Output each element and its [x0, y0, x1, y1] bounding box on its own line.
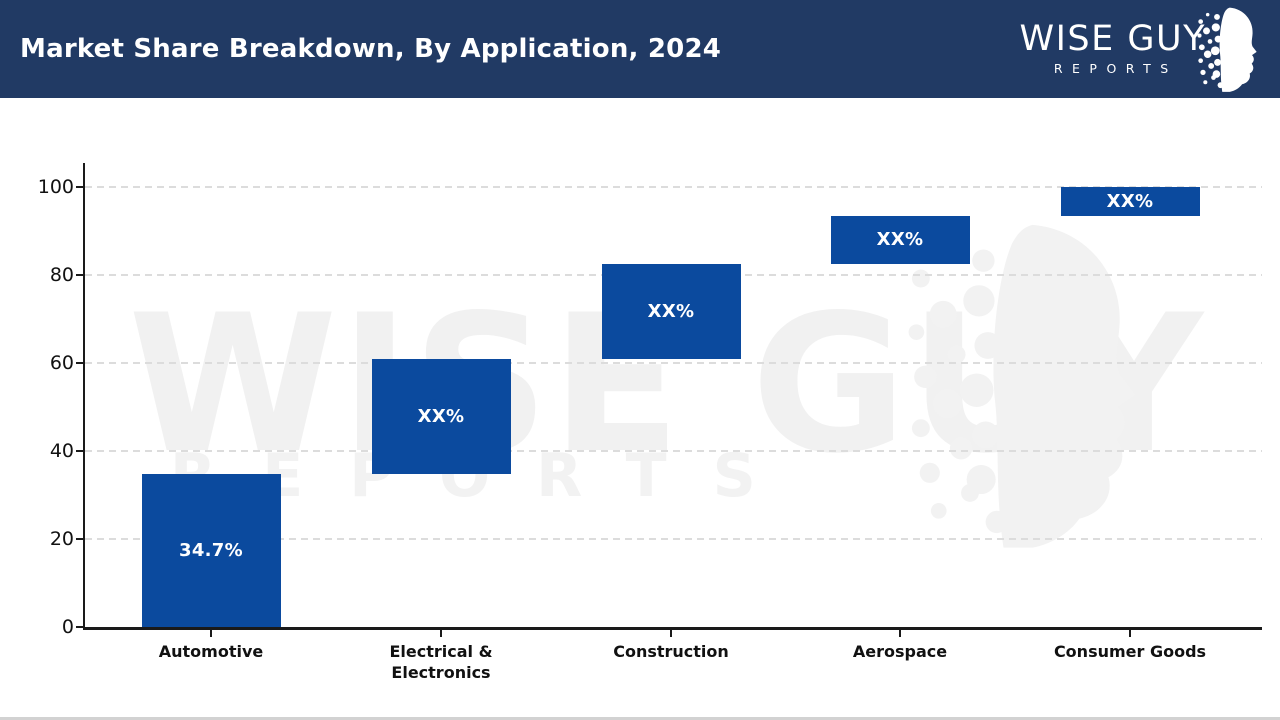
footer-rule [0, 717, 1280, 720]
page-title: Market Share Breakdown, By Application, … [20, 34, 722, 64]
logo-wordmark: WISE GUY [1019, 19, 1206, 59]
bar-value-label-electrical-electronics: XX% [417, 405, 465, 427]
x-axis-tick-aerospace [899, 629, 901, 637]
x-axis-label-aerospace: Aerospace [852, 642, 948, 661]
chart-area: WISE GUY REPORTS 0 20 40 60 80 100 34.7% Automo… [0, 98, 1280, 718]
x-axis-label-automotive: Automotive [158, 642, 264, 661]
y-axis-tick-0 [76, 626, 84, 628]
y-axis-tick-20 [76, 538, 84, 540]
x-axis-tick-automotive [210, 629, 212, 637]
bar-consumer-goods: XX% [1060, 187, 1200, 216]
x-axis-label-electrical-electronics: Electrical & Electronics [389, 642, 493, 682]
y-axis-tick-60 [76, 362, 84, 364]
bar-value-label-automotive: 34.7% [179, 540, 243, 562]
bar-value-label-construction: XX% [647, 300, 695, 322]
gridline-20 [85, 538, 1262, 540]
x-axis-label-construction: Construction [613, 642, 729, 661]
y-axis-label-40: 40 [49, 440, 74, 462]
y-axis-label-80: 80 [49, 264, 74, 286]
y-axis-tick-80 [76, 274, 84, 276]
x-axis-label-consumer-goods: Consumer Goods [1053, 642, 1207, 661]
y-axis-label-20: 20 [49, 528, 74, 550]
x-axis-tick-construction [670, 629, 672, 637]
bar-value-label-aerospace: XX% [876, 229, 924, 251]
watermark-face-icon [908, 224, 1136, 548]
x-axis-tick-consumer-goods [1129, 629, 1131, 637]
x-axis-line [83, 627, 1262, 630]
y-axis-tick-100 [76, 186, 84, 188]
bar-aerospace: XX% [830, 215, 970, 264]
bar-construction: XX% [601, 264, 741, 359]
wise-guy-logo: WISE GUY REPORTS [1019, 5, 1266, 93]
y-axis-label-100: 100 [37, 176, 74, 198]
y-axis-label-0: 0 [61, 616, 74, 638]
logo-text: WISE GUY REPORTS [1019, 19, 1206, 77]
x-axis-tick-electrical-electronics [440, 629, 442, 637]
gridline-40 [85, 450, 1262, 452]
y-axis-label-60: 60 [49, 352, 74, 374]
bar-electrical-electronics: XX% [371, 358, 511, 475]
gridline-100 [85, 186, 1262, 188]
bar-value-label-consumer-goods: XX% [1106, 190, 1154, 212]
logo-subtitle: REPORTS [1053, 61, 1178, 76]
bar-automotive: 34.7% [141, 474, 281, 627]
y-axis-tick-40 [76, 450, 84, 452]
header-bar: Market Share Breakdown, By Application, … [0, 0, 1280, 98]
y-axis-line [83, 163, 85, 629]
gridline-60 [85, 362, 1262, 364]
dotted-face-icon [1197, 7, 1257, 92]
